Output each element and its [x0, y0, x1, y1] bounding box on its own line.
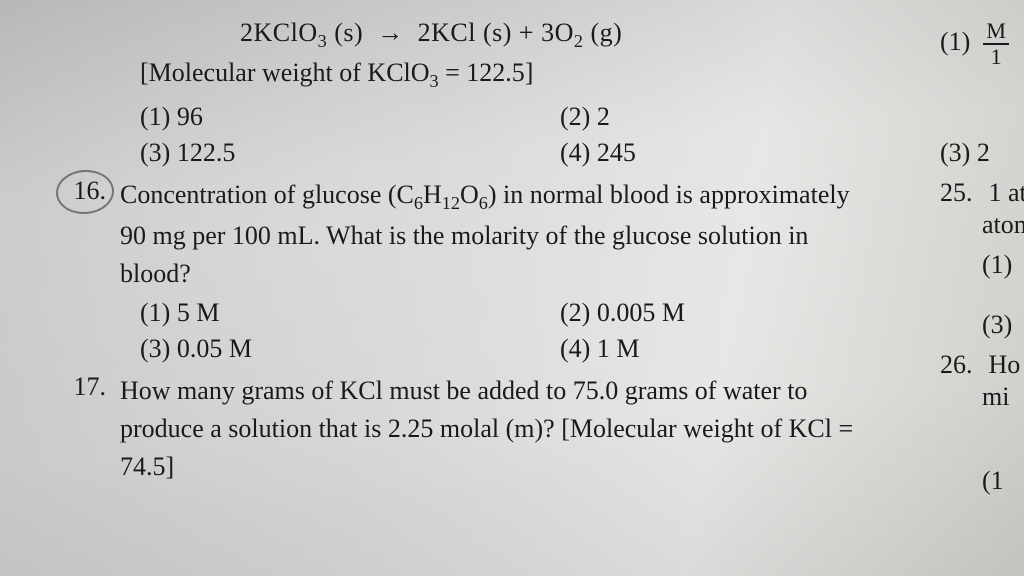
q26-frag-1: Ho	[989, 350, 1021, 379]
right-column-fragment: (1) M 1 (3) 2 25. 1 atm atom (1) (3) 26.…	[940, 18, 1016, 506]
q16-option-1: (1) 5 M	[140, 298, 500, 328]
q25-frag-1: 1 atm	[989, 178, 1024, 207]
q16-number: 16.	[60, 176, 120, 206]
right-opt-3: (3) 2	[940, 138, 1016, 168]
q26-number: 26.	[940, 350, 982, 380]
q15-options: (1) 96 (2) 2 (3) 122.5 (4) 245	[140, 102, 940, 168]
q15-option-4: (4) 245	[560, 138, 920, 168]
fraction-icon: M 1	[983, 20, 1009, 68]
right-opt-1: (1)	[940, 27, 970, 56]
q15-option-1: (1) 96	[140, 102, 500, 132]
q17-number: 17.	[60, 372, 120, 402]
q15-option-3: (3) 122.5	[140, 138, 500, 168]
q26-opt-1: (1	[982, 466, 1016, 496]
q25-opt-3: (3)	[982, 310, 1016, 340]
q25-opt-1: (1)	[982, 250, 1016, 280]
equation-line: 2KClO3 (s) → 2KCl (s) + 3O2 (g)	[240, 18, 940, 52]
q16-options: (1) 5 M (2) 0.005 M (3) 0.05 M (4) 1 M	[140, 298, 940, 364]
q15-option-2: (2) 2	[560, 102, 920, 132]
q16-option-4: (4) 1 M	[560, 334, 920, 364]
q25-number: 25.	[940, 178, 982, 208]
q16-text: Concentration of glucose (C6H12O6) in no…	[120, 176, 880, 292]
question-17: 17. How many grams of KCl must be added …	[60, 372, 940, 485]
molecular-weight-note: [Molecular weight of KClO3 = 122.5]	[140, 58, 940, 92]
q16-option-3: (3) 0.05 M	[140, 334, 500, 364]
q17-text: How many grams of KCl must be added to 7…	[120, 372, 880, 485]
q16-option-2: (2) 0.005 M	[560, 298, 920, 328]
q25-frag-2: atom	[982, 210, 1016, 240]
q26-frag-2: mi	[982, 382, 1016, 412]
question-16: 16. Concentration of glucose (C6H12O6) i…	[60, 176, 940, 292]
